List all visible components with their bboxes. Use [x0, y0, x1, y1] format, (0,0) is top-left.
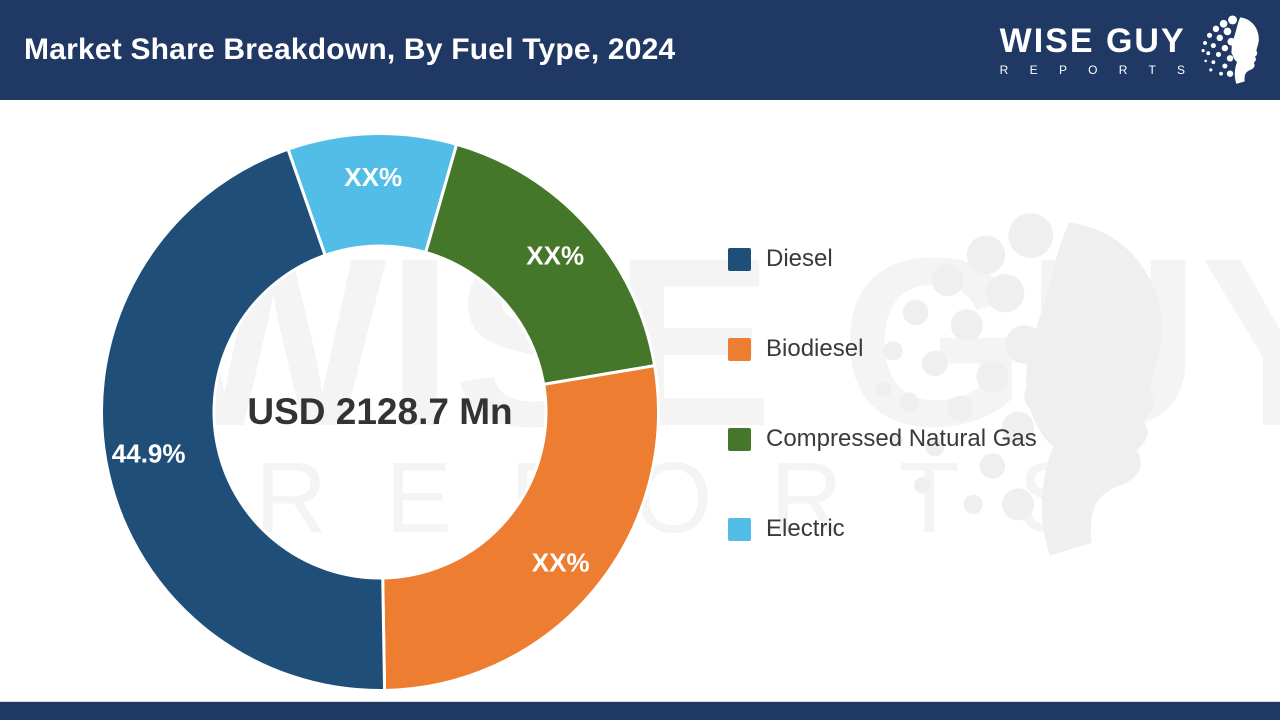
watermark-text-reports: REPORTS [255, 442, 1143, 554]
donut-chart[interactable]: XX% XX% XX% 44.9% [100, 132, 660, 692]
legend-label: Compressed Natural Gas [766, 425, 1037, 452]
legend-swatch [728, 337, 751, 361]
donut-segment-compressed-natural-gas[interactable] [424, 142, 657, 386]
logo-face-icon [1201, 15, 1259, 84]
legend-item-compressed-natural-gas[interactable]: Compressed Natural Gas [728, 425, 1037, 452]
legend-item-diesel[interactable]: Diesel [728, 245, 1037, 272]
legend-label: Electric [766, 515, 845, 542]
legend-swatch [728, 517, 751, 541]
logo-name: WISE GUY [999, 21, 1186, 60]
wise-guy-logo: WISE GUY R E P O R T S [1000, 13, 1262, 87]
header-bar: Market Share Breakdown, By Fuel Type, 20… [0, 0, 1280, 100]
chart-area: WISE GUY REPORTS XX% XX% XX% 44.9% USD 2128… [0, 100, 1280, 701]
legend-swatch [728, 247, 751, 271]
legend-item-electric[interactable]: Electric [728, 515, 1037, 542]
segment-label: XX% [526, 240, 584, 270]
legend-label: Diesel [766, 245, 833, 272]
page-title: Market Share Breakdown, By Fuel Type, 20… [24, 33, 676, 66]
logo-subtitle: R E P O R T S [999, 62, 1194, 77]
segment-label: XX% [344, 162, 402, 192]
segment-label: 44.9% [112, 438, 186, 468]
footer-bar [0, 701, 1280, 720]
legend-label: Biodiesel [766, 335, 864, 362]
legend-item-biodiesel[interactable]: Biodiesel [728, 335, 1037, 362]
donut-segment-diesel[interactable] [100, 147, 387, 692]
chart-legend: Diesel Biodiesel Compressed Natural Gas Ele… [728, 245, 1037, 606]
segment-label: XX% [532, 547, 590, 577]
donut-segment-biodiesel[interactable] [381, 364, 660, 692]
legend-swatch [728, 427, 751, 451]
